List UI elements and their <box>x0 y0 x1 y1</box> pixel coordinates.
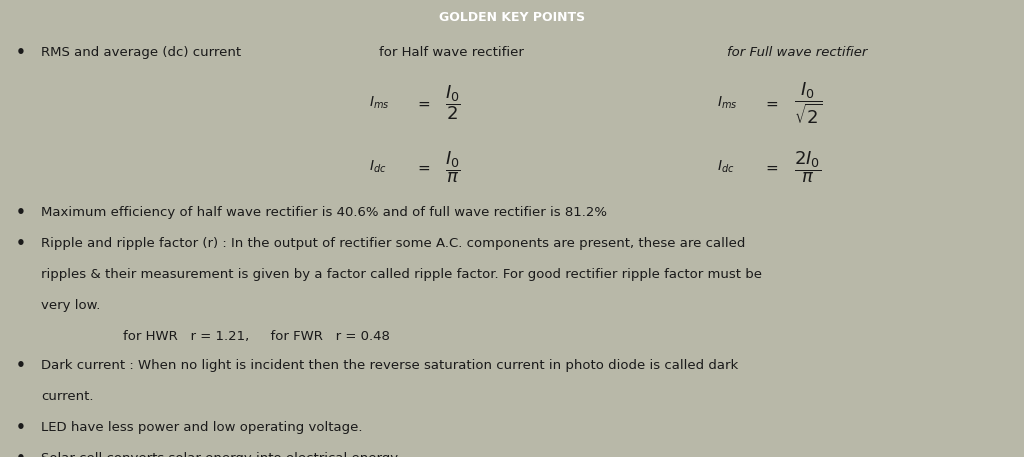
Text: $I_{dc}$: $I_{dc}$ <box>717 159 734 175</box>
Text: •: • <box>15 420 26 435</box>
Text: $\dfrac{2I_0}{\pi}$: $\dfrac{2I_0}{\pi}$ <box>794 149 821 185</box>
Text: ripples & their measurement is given by a factor called ripple factor. For good : ripples & their measurement is given by … <box>41 268 762 281</box>
Text: $=$: $=$ <box>763 159 779 174</box>
Text: $I_{ms}$: $I_{ms}$ <box>369 95 389 111</box>
Text: very low.: very low. <box>41 299 100 312</box>
Text: $\dfrac{I_0}{\sqrt{2}}$: $\dfrac{I_0}{\sqrt{2}}$ <box>794 80 822 126</box>
Text: •: • <box>15 205 26 220</box>
Text: $=$: $=$ <box>763 96 779 110</box>
Text: •: • <box>15 236 26 251</box>
Text: for Half wave rectifier: for Half wave rectifier <box>379 46 523 59</box>
Text: $\dfrac{I_0}{2}$: $\dfrac{I_0}{2}$ <box>445 84 461 122</box>
Text: $\dfrac{I_0}{\pi}$: $\dfrac{I_0}{\pi}$ <box>445 149 461 185</box>
Text: $=$: $=$ <box>415 96 431 110</box>
Text: RMS and average (dc) current: RMS and average (dc) current <box>41 46 241 59</box>
Text: Solar cell converts solar energy into electrical energy.: Solar cell converts solar energy into el… <box>41 452 400 457</box>
Text: $=$: $=$ <box>415 159 431 174</box>
Text: $I_{ms}$: $I_{ms}$ <box>717 95 737 111</box>
Text: GOLDEN KEY POINTS: GOLDEN KEY POINTS <box>439 11 585 24</box>
Text: for Full wave rectifier: for Full wave rectifier <box>727 46 867 59</box>
Text: Ripple and ripple factor (r) : In the output of rectifier some A.C. components a: Ripple and ripple factor (r) : In the ou… <box>41 237 745 250</box>
Text: LED have less power and low operating voltage.: LED have less power and low operating vo… <box>41 421 362 434</box>
Text: $I_{dc}$: $I_{dc}$ <box>369 159 386 175</box>
Text: Maximum efficiency of half wave rectifier is 40.6% and of full wave rectifier is: Maximum efficiency of half wave rectifie… <box>41 206 607 219</box>
Text: •: • <box>15 358 26 373</box>
Text: •: • <box>15 45 26 60</box>
Text: •: • <box>15 452 26 457</box>
Text: current.: current. <box>41 390 93 403</box>
Text: for HWR   r = 1.21,     for FWR   r = 0.48: for HWR r = 1.21, for FWR r = 0.48 <box>123 330 390 343</box>
Text: Dark current : When no light is incident then the reverse saturation current in : Dark current : When no light is incident… <box>41 359 738 372</box>
